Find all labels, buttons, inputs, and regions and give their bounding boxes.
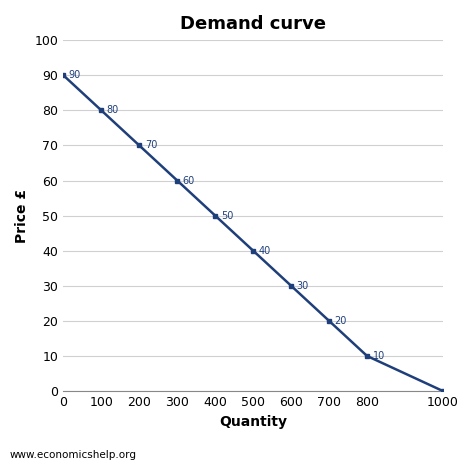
- Y-axis label: Price £: Price £: [15, 188, 29, 243]
- Text: 60: 60: [183, 176, 195, 186]
- Text: 50: 50: [221, 211, 233, 221]
- Text: 10: 10: [373, 351, 385, 361]
- Text: 20: 20: [335, 316, 347, 326]
- Text: www.economicshelp.org: www.economicshelp.org: [9, 450, 137, 460]
- Text: 90: 90: [69, 70, 81, 80]
- Text: 30: 30: [297, 281, 309, 291]
- Text: 80: 80: [107, 105, 119, 116]
- Text: 70: 70: [145, 140, 157, 151]
- X-axis label: Quantity: Quantity: [219, 414, 287, 429]
- Title: Demand curve: Demand curve: [180, 15, 326, 33]
- Text: 40: 40: [259, 246, 271, 255]
